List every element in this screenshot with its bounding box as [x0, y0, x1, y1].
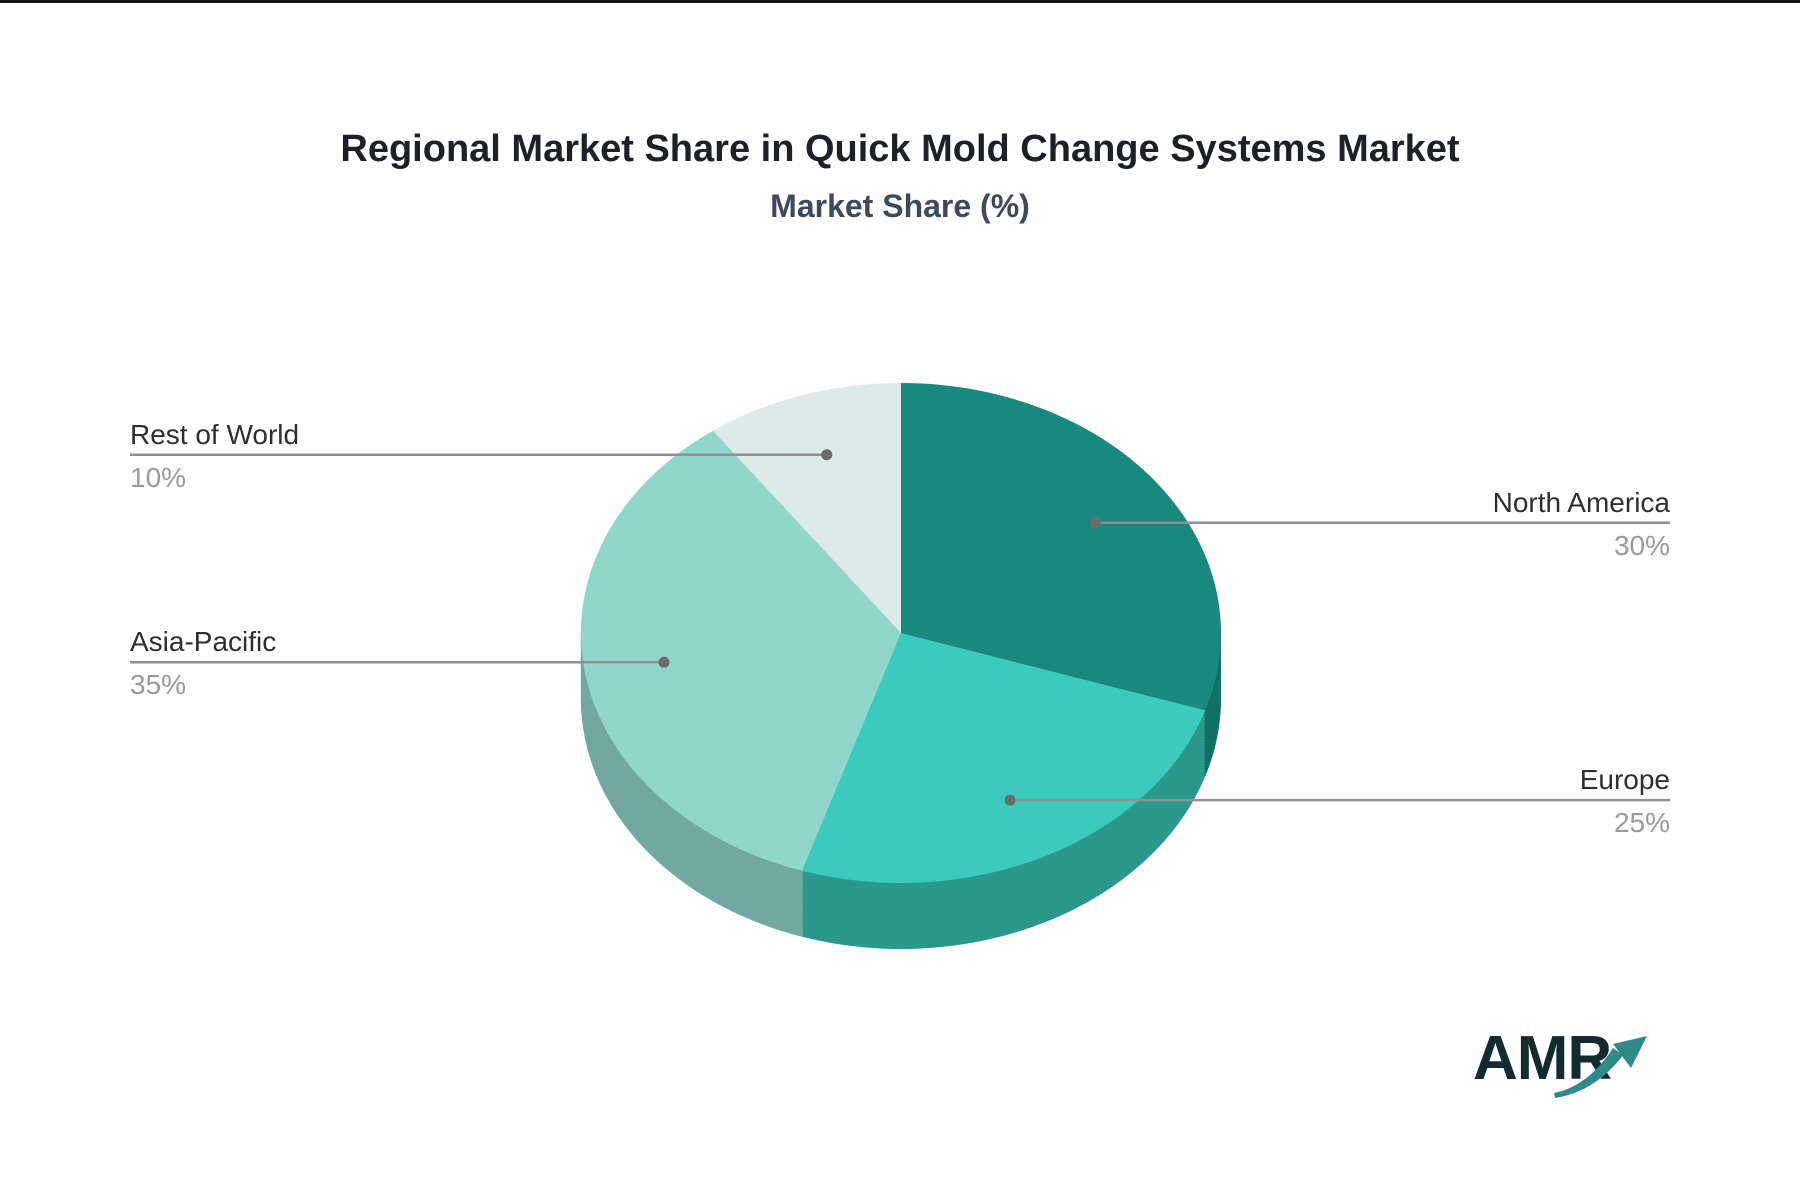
leader-dot-asia-pacific	[658, 656, 670, 668]
slice-percent-rest-of-world: 10%	[130, 461, 187, 493]
chart-title: Regional Market Share in Quick Mold Chan…	[340, 128, 1460, 170]
pie-slice-north-america[interactable]	[901, 383, 1221, 711]
brand-logo: AMR	[1473, 1028, 1653, 1118]
slice-label-north-america: North America	[1492, 486, 1670, 518]
growth-arrow-icon	[1554, 1036, 1647, 1098]
slice-label-rest-of-world: Rest of World	[130, 418, 300, 450]
slice-label-europe: Europe	[1579, 764, 1670, 796]
pie-slice-rest-of-world[interactable]	[712, 383, 901, 633]
slice-label-asia-pacific: Asia-Pacific	[130, 626, 277, 658]
leader-dot-europe	[1004, 794, 1016, 806]
window-top-edge	[0, 0, 1800, 3]
pie-slice-asia-pacific[interactable]	[580, 430, 901, 871]
pie-slice-europe[interactable]	[802, 633, 1206, 884]
slice-percent-asia-pacific: 35%	[130, 669, 187, 701]
slice-percent-europe: 25%	[1613, 807, 1670, 839]
slice-percent-north-america: 30%	[1613, 529, 1670, 561]
chart-subtitle: Market Share (%)	[770, 188, 1030, 224]
leader-dot-north-america	[1089, 517, 1101, 529]
leader-dot-rest-of-world	[821, 449, 833, 461]
